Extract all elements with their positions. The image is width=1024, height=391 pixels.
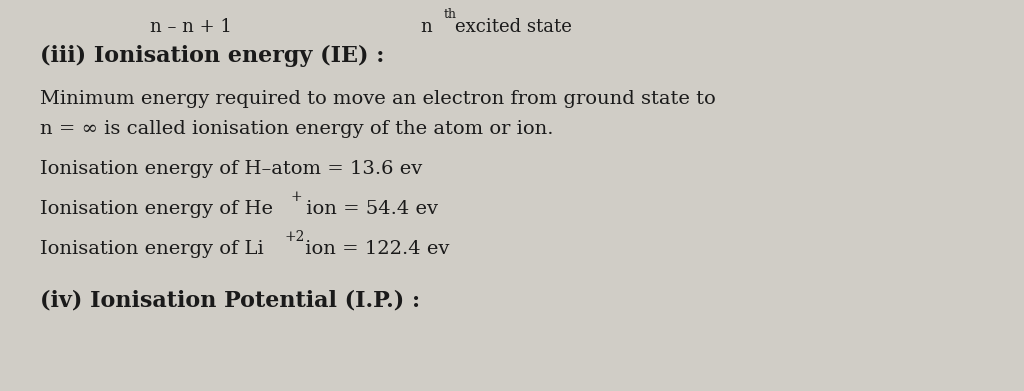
Text: ion = 54.4 ev: ion = 54.4 ev <box>300 200 438 218</box>
Text: (iii) Ionisation energy (IE) :: (iii) Ionisation energy (IE) : <box>40 45 384 67</box>
Text: th: th <box>444 8 457 21</box>
Text: n – n + 1: n – n + 1 <box>150 18 231 36</box>
Text: +: + <box>290 190 302 204</box>
Text: n = ∞ is called ionisation energy of the atom or ion.: n = ∞ is called ionisation energy of the… <box>40 120 554 138</box>
Text: n: n <box>420 18 432 36</box>
Text: excited state: excited state <box>455 18 571 36</box>
Text: Ionisation energy of H–atom = 13.6 ev: Ionisation energy of H–atom = 13.6 ev <box>40 160 422 178</box>
Text: (iv) Ionisation Potential (I.P.) :: (iv) Ionisation Potential (I.P.) : <box>40 290 420 312</box>
Text: Minimum energy required to move an electron from ground state to: Minimum energy required to move an elect… <box>40 90 716 108</box>
Text: Ionisation energy of Li: Ionisation energy of Li <box>40 240 264 258</box>
Text: ion = 122.4 ev: ion = 122.4 ev <box>299 240 450 258</box>
Text: +2: +2 <box>285 230 305 244</box>
Text: Ionisation energy of He: Ionisation energy of He <box>40 200 273 218</box>
